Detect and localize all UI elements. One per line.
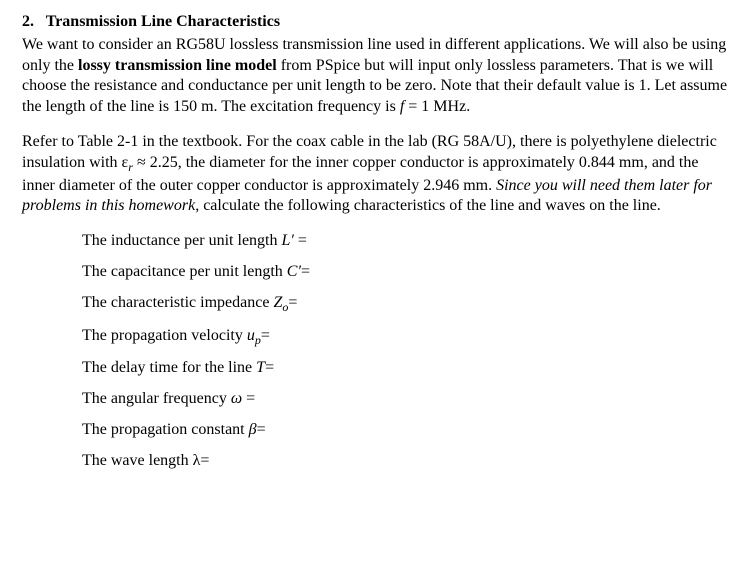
- li5-pre: The delay time for the line: [82, 359, 256, 376]
- section-heading: 2. Transmission Line Characteristics: [22, 12, 730, 33]
- li1-pre: The inductance per unit length: [82, 232, 281, 249]
- li7-pre: The propagation constant: [82, 421, 249, 438]
- list-item-angular-freq: The angular frequency ω =: [82, 389, 730, 410]
- li8-pre: The wave length: [82, 452, 193, 469]
- heading-title: Transmission Line Characteristics: [46, 13, 280, 30]
- li4-pre: The propagation velocity: [82, 327, 247, 344]
- list-item-wavelength: The wave length λ=: [82, 451, 730, 472]
- li4-var: u: [247, 327, 255, 344]
- li6-pre: The angular frequency: [82, 390, 231, 407]
- list-item-delay: The delay time for the line T=: [82, 358, 730, 379]
- li6-eq: =: [246, 390, 255, 407]
- list-item-impedance: The characteristic impedance Zo=: [82, 293, 730, 316]
- li4-eq: =: [261, 327, 270, 344]
- characteristic-list: The inductance per unit length L′ = The …: [22, 231, 730, 471]
- li2-var: C′: [287, 263, 301, 280]
- li7-var: β: [249, 421, 257, 438]
- li2-pre: The capacitance per unit length: [82, 263, 287, 280]
- heading-number: 2.: [22, 13, 34, 30]
- li2-eq: =: [301, 263, 310, 280]
- li1-eq: =: [294, 232, 307, 249]
- paragraph-1: We want to consider an RG58U lossless tr…: [22, 35, 730, 118]
- list-item-capacitance: The capacitance per unit length C′=: [82, 262, 730, 283]
- li1-var: L′: [281, 232, 293, 249]
- list-item-prop-constant: The propagation constant β=: [82, 420, 730, 441]
- p1-freq-eq: = 1 MHz.: [404, 98, 470, 115]
- li5-eq: =: [265, 359, 274, 376]
- li3-pre: The characteristic impedance: [82, 294, 273, 311]
- paragraph-2: Refer to Table 2-1 in the textbook. For …: [22, 132, 730, 217]
- li5-var: T: [256, 359, 265, 376]
- li3-eq: =: [288, 294, 297, 311]
- li6-var: ω: [231, 390, 246, 407]
- list-item-velocity: The propagation velocity up=: [82, 326, 730, 349]
- list-item-inductance: The inductance per unit length L′ =: [82, 231, 730, 252]
- li8-eq: =: [200, 452, 209, 469]
- li7-eq: =: [257, 421, 266, 438]
- p1-bold: lossy transmission line model: [78, 57, 277, 74]
- p2-text-3: , calculate the following characteristic…: [195, 197, 661, 214]
